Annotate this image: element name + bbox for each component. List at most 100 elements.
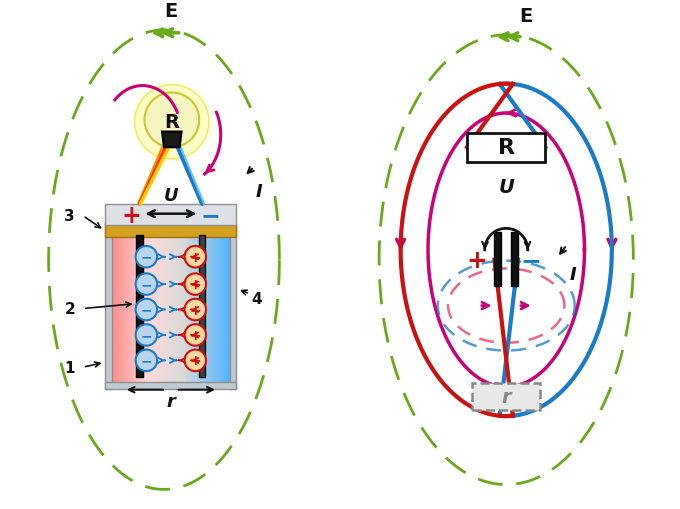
Text: E: E — [519, 7, 532, 26]
Circle shape — [184, 246, 206, 268]
Bar — [230, 226, 237, 389]
Text: −: − — [141, 250, 152, 264]
Bar — [194, 226, 197, 382]
Bar — [167, 226, 169, 382]
Bar — [153, 226, 156, 382]
Bar — [198, 226, 201, 382]
Bar — [202, 226, 205, 382]
Text: −: − — [141, 303, 152, 317]
Circle shape — [130, 80, 214, 164]
Circle shape — [135, 86, 209, 160]
Bar — [143, 226, 146, 382]
Text: 3: 3 — [65, 209, 75, 224]
Bar — [171, 226, 173, 382]
Text: +: + — [466, 248, 488, 272]
Bar — [204, 226, 207, 382]
Bar — [197, 226, 199, 382]
Text: U: U — [163, 186, 178, 205]
Bar — [105, 382, 237, 389]
Bar — [177, 226, 179, 382]
Bar — [105, 205, 237, 226]
Bar — [218, 226, 220, 382]
Circle shape — [184, 350, 206, 372]
Bar — [182, 226, 185, 382]
Bar — [206, 226, 209, 382]
Circle shape — [135, 350, 157, 372]
Text: +: + — [190, 277, 201, 292]
Bar — [467, 133, 545, 162]
Bar — [224, 226, 226, 382]
Bar — [118, 226, 120, 382]
Bar — [173, 226, 175, 382]
Text: +: + — [190, 328, 201, 342]
Text: r: r — [167, 392, 175, 410]
Bar — [199, 236, 205, 377]
Text: −: − — [200, 203, 220, 227]
Bar — [114, 226, 116, 382]
Bar — [222, 226, 224, 382]
Bar — [128, 226, 131, 382]
Bar — [210, 226, 212, 382]
Circle shape — [184, 325, 206, 346]
Bar — [146, 226, 148, 382]
Bar — [192, 226, 194, 382]
Bar — [494, 233, 501, 287]
Bar — [175, 226, 177, 382]
Circle shape — [135, 325, 157, 346]
Bar — [148, 226, 150, 382]
Bar — [161, 226, 163, 382]
Polygon shape — [162, 132, 182, 148]
Bar — [112, 226, 115, 382]
Bar — [124, 226, 126, 382]
Text: +: + — [190, 303, 201, 317]
Text: E: E — [164, 2, 177, 21]
Text: 2: 2 — [64, 301, 75, 317]
Bar — [105, 224, 237, 238]
Bar — [105, 226, 112, 389]
Text: +: + — [190, 354, 201, 367]
Bar — [190, 226, 193, 382]
Circle shape — [144, 93, 199, 148]
Bar — [214, 226, 216, 382]
Bar — [141, 226, 144, 382]
Bar — [220, 226, 222, 382]
Bar — [150, 226, 152, 382]
Bar — [137, 226, 140, 382]
Text: 1: 1 — [65, 360, 75, 375]
Text: I: I — [256, 183, 262, 201]
Bar — [186, 226, 189, 382]
Bar — [157, 226, 160, 382]
Bar — [169, 226, 171, 382]
Bar — [135, 236, 143, 377]
Text: R: R — [165, 113, 180, 132]
Bar — [130, 226, 132, 382]
Circle shape — [135, 274, 157, 295]
Bar — [216, 226, 218, 382]
Bar — [120, 226, 122, 382]
Text: I: I — [569, 266, 576, 284]
Text: −: − — [520, 248, 541, 272]
Text: −: − — [141, 354, 152, 367]
Text: r: r — [501, 387, 511, 406]
Bar — [151, 226, 154, 382]
Circle shape — [184, 299, 206, 321]
Bar — [472, 383, 541, 410]
Text: R: R — [498, 138, 515, 158]
Text: 4: 4 — [251, 292, 262, 306]
Bar — [126, 226, 129, 382]
Bar — [212, 226, 214, 382]
Text: U: U — [498, 178, 514, 196]
Bar — [208, 226, 210, 382]
Bar — [116, 226, 118, 382]
Bar — [139, 226, 142, 382]
Bar — [163, 226, 165, 382]
Bar — [122, 226, 124, 382]
Bar — [132, 226, 134, 382]
Circle shape — [135, 246, 157, 268]
Bar — [135, 226, 138, 382]
Text: +: + — [122, 203, 141, 227]
Bar — [134, 226, 136, 382]
Bar — [226, 226, 228, 382]
Bar — [188, 226, 191, 382]
Bar — [511, 233, 518, 287]
